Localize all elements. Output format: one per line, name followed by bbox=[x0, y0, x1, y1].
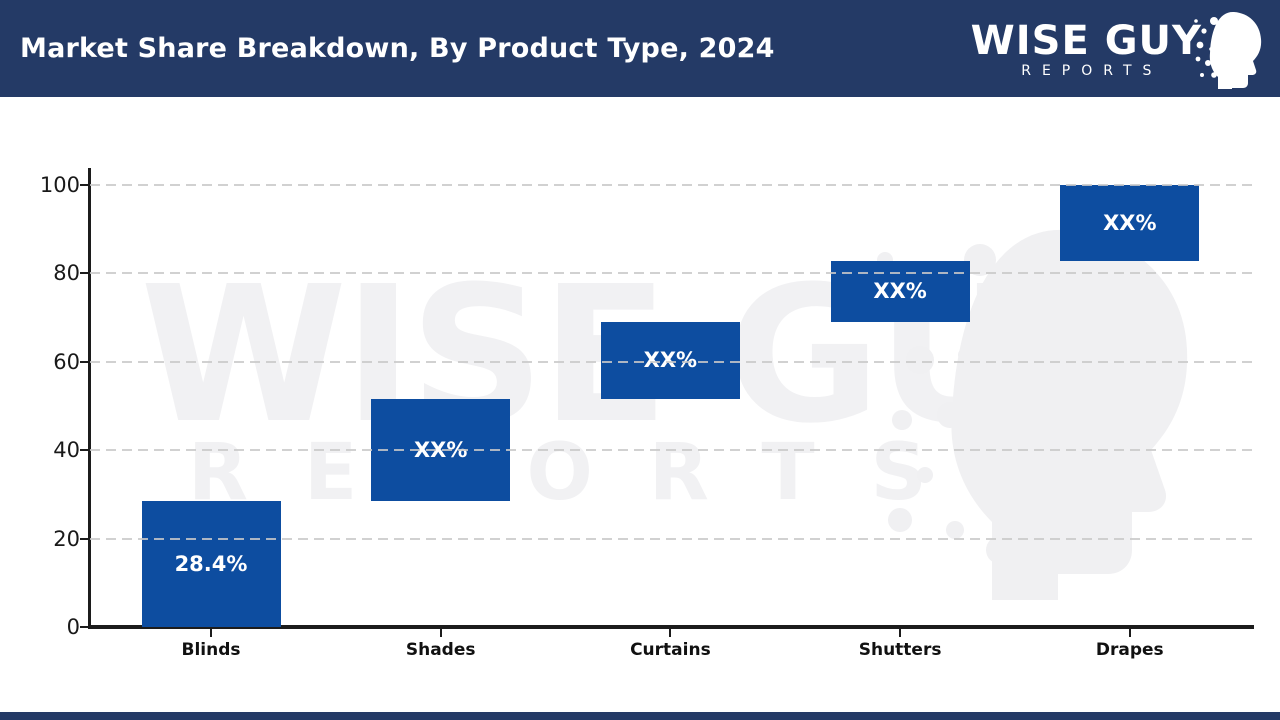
bar-value-label: 28.4% bbox=[174, 552, 248, 577]
header-bar: Market Share Breakdown, By Product Type,… bbox=[0, 0, 1280, 97]
x-tick-mark bbox=[899, 629, 902, 637]
bar-segment: XX% bbox=[600, 321, 740, 399]
footer-bar bbox=[0, 712, 1280, 720]
x-axis-line bbox=[88, 625, 1254, 629]
gridline bbox=[90, 272, 1252, 275]
bar-segment: 28.4% bbox=[141, 501, 281, 627]
logo-wordmark: WISE GUY bbox=[970, 17, 1202, 64]
x-category-label: Shades bbox=[405, 640, 476, 660]
y-tick-label: 100 bbox=[39, 173, 80, 197]
bar-segment: XX% bbox=[1060, 185, 1200, 262]
x-category-label: Curtains bbox=[630, 640, 711, 660]
logo-subtext: REPORTS bbox=[1021, 62, 1163, 79]
brand-logo: WISE GUY REPORTS bbox=[971, 6, 1266, 92]
y-tick-mark bbox=[80, 272, 89, 275]
x-tick-mark bbox=[1128, 629, 1131, 637]
bar-value-label: XX% bbox=[1103, 211, 1157, 235]
watermark-head-dots-icon bbox=[877, 229, 1188, 600]
x-category-label: Drapes bbox=[1095, 640, 1164, 660]
bar-value-label: XX% bbox=[643, 348, 698, 373]
y-axis-line bbox=[88, 168, 91, 629]
page-title: Market Share Breakdown, By Product Type,… bbox=[20, 33, 775, 64]
bar-segment: XX% bbox=[830, 261, 970, 322]
x-tick-mark bbox=[669, 629, 672, 637]
y-tick-mark bbox=[80, 537, 89, 540]
y-tick-label: 60 bbox=[53, 349, 80, 374]
x-category-label: Blinds bbox=[181, 640, 241, 660]
y-tick-label: 40 bbox=[53, 438, 80, 463]
gridline bbox=[90, 360, 1252, 363]
x-category-label: Shutters bbox=[858, 640, 942, 660]
gridline bbox=[90, 449, 1252, 452]
x-tick-mark bbox=[439, 629, 442, 637]
y-tick-mark bbox=[80, 626, 89, 628]
y-tick-mark bbox=[80, 360, 89, 363]
gridline bbox=[90, 184, 1252, 186]
y-tick-mark bbox=[80, 184, 89, 186]
y-tick-mark bbox=[80, 449, 89, 452]
gridline bbox=[90, 537, 1252, 540]
dotted-head-silhouette-icon bbox=[1194, 11, 1262, 89]
brand-logo-text: WISE GUY REPORTS bbox=[971, 20, 1202, 79]
y-tick-label: 80 bbox=[53, 261, 80, 286]
watermark-text-reports: REPORTS bbox=[188, 428, 983, 518]
y-tick-label: 20 bbox=[53, 526, 80, 551]
x-tick-mark bbox=[210, 629, 212, 637]
y-tick-label: 0 bbox=[66, 615, 80, 639]
bar-value-label: XX% bbox=[873, 279, 927, 304]
